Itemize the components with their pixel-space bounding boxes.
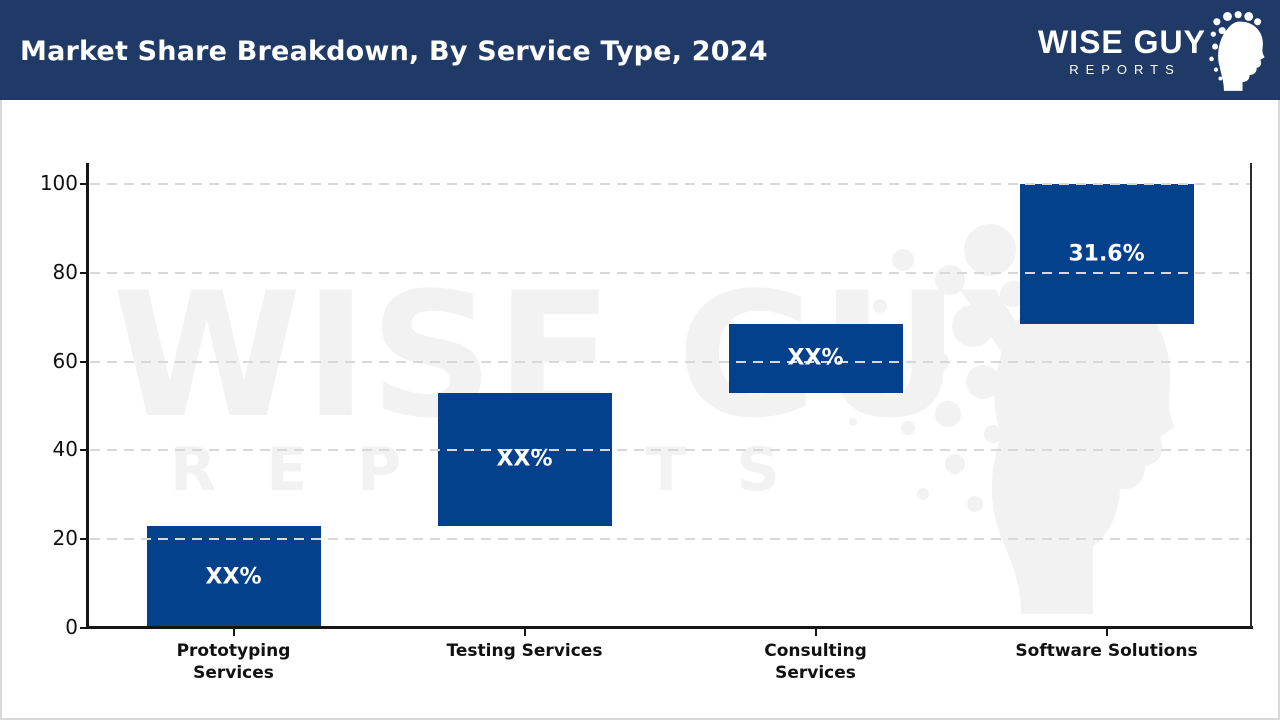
bar-software-solutions: [1019, 184, 1194, 325]
y-tick-40: [80, 449, 87, 452]
y-tick-100: [80, 183, 87, 185]
x-category-label-software-solutions: Software Solutions: [977, 640, 1237, 662]
figure-border-bottom: [0, 718, 1280, 720]
logo-wordmark: WISE GUY: [1037, 23, 1206, 60]
y-axis-line: [86, 163, 89, 628]
y-tick-label-0: 0: [65, 615, 78, 639]
y-tick-80: [80, 271, 87, 274]
x-tick-prototyping-services: [232, 628, 235, 636]
x-category-label-testing-services: Testing Services: [395, 640, 655, 662]
page-title: Market Share Breakdown, By Service Type,…: [20, 36, 768, 67]
y-tick-20: [80, 538, 87, 541]
bar-value-label-testing-services: XX%: [496, 446, 553, 472]
bar-testing-services: [437, 392, 612, 526]
x-category-label-line: Software Solutions: [1015, 641, 1198, 661]
wiseguy-logo-text: WISE GUY REPORTS: [1038, 26, 1206, 77]
y-tick-label-80: 80: [52, 259, 78, 284]
y-tick-label-60: 60: [52, 348, 78, 373]
x-category-label-line: Services: [193, 663, 274, 684]
x-category-label-line: Prototyping: [176, 641, 291, 661]
x-category-label-prototyping-services: Prototyping Services: [104, 640, 364, 684]
x-axis-line: [86, 626, 1253, 629]
y-tick-label-100: 100: [39, 171, 78, 195]
gridline-80: [90, 271, 1252, 274]
x-tick-consulting-services: [814, 628, 817, 636]
y-tick-label-40: 40: [52, 437, 78, 462]
logo-subtitle: REPORTS: [1069, 61, 1181, 77]
bar-value-label-consulting-services: XX%: [787, 345, 844, 371]
x-tick-software-solutions: [1105, 628, 1108, 636]
figure-border-right: [1278, 100, 1280, 720]
bar-consulting-services: [728, 324, 903, 393]
bar-value-label-prototyping-services: XX%: [205, 564, 262, 590]
x-category-label-line: Services: [775, 663, 856, 684]
gridline-20: [90, 538, 1252, 541]
bar-value-label-software-solutions: 31.6%: [1068, 241, 1145, 267]
gridline-100: [90, 183, 1252, 185]
gridline-60: [90, 360, 1252, 363]
y-tick-label-20: 20: [52, 526, 78, 551]
x-category-label-line: Consulting: [764, 641, 867, 661]
wiseguy-logo: WISE GUY REPORTS: [1038, 6, 1270, 96]
figure-border-left: [0, 100, 2, 720]
right-axis-line: [1250, 163, 1252, 628]
bar-prototyping-services: [146, 525, 321, 628]
wiseguy-head-icon: [1209, 11, 1265, 91]
y-tick-0: [80, 627, 87, 629]
x-tick-testing-services: [523, 628, 526, 636]
x-category-label-line: Testing Services: [446, 641, 603, 661]
y-tick-60: [80, 360, 87, 363]
gridline-40: [90, 449, 1252, 452]
header-bar: Market Share Breakdown, By Service Type,…: [0, 0, 1280, 100]
x-category-label-consulting-services: Consulting Services: [686, 640, 946, 684]
